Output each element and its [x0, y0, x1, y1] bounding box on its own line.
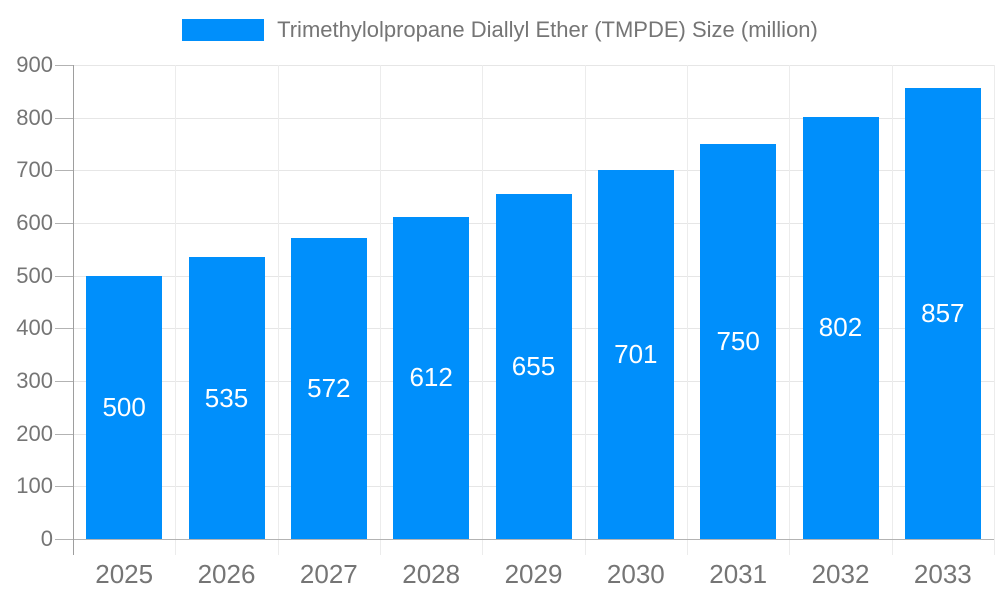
y-axis-tick [55, 328, 73, 330]
bar-value-label: 802 [818, 312, 863, 343]
y-gridline [73, 170, 994, 172]
x-axis-labels: 2025 2026 2027 2028 2029 2030 2031 2032 2033 [73, 539, 994, 589]
legend-label: Trimethylolpropane Diallyl Ether (TMPDE)… [277, 17, 818, 42]
y-axis-labels: 0 100 200 300 400 500 600 700 800 900 [0, 53, 53, 551]
x-axis-label: 2033 [913, 559, 972, 589]
y-axis-label: 400 [16, 315, 53, 341]
y-axis-label: 600 [16, 210, 53, 235]
x-axis-label: 2030 [606, 559, 665, 589]
y-axis-tick [55, 275, 73, 277]
x-gridline [482, 65, 484, 539]
x-axis-tick [175, 539, 177, 555]
legend-swatch [182, 19, 265, 41]
bar[interactable]: 857 [904, 87, 981, 539]
y-axis-tick [55, 486, 73, 488]
bar-value-label: 500 [102, 391, 146, 422]
bar[interactable]: 701 [597, 169, 674, 539]
y-axis-tick [55, 223, 73, 224]
y-axis-line [73, 65, 74, 555]
y-axis-tick [55, 65, 73, 66]
bar[interactable]: 655 [495, 194, 572, 539]
chart-legend[interactable]: Trimethylolpropane Diallyl Ether (TMPDE)… [0, 17, 1000, 43]
x-gridline [687, 65, 688, 539]
plot-area: 500 535 572 612 655 701 750 802 857 [55, 65, 995, 555]
x-axis-label: 2032 [811, 559, 870, 589]
y-axis-label: 900 [16, 52, 53, 77]
x-axis-label: 2026 [197, 559, 256, 589]
x-gridline [789, 65, 791, 539]
x-axis-label: 2027 [299, 559, 358, 589]
bar-value-label: 701 [614, 338, 658, 369]
bar[interactable]: 572 [290, 237, 367, 539]
y-axis-tick [55, 170, 73, 172]
x-axis-tick [687, 539, 688, 555]
x-axis-tick [994, 539, 995, 555]
y-axis-label: 0 [40, 526, 53, 551]
x-gridline [380, 65, 381, 539]
x-axis-tick [277, 539, 279, 555]
y-axis-label: 100 [16, 473, 53, 499]
x-axis-tick [789, 539, 791, 555]
y-axis-label: 300 [16, 368, 53, 393]
bar-value-label: 535 [204, 382, 249, 413]
x-axis-label: 2028 [402, 559, 461, 589]
x-axis-tick [891, 539, 893, 555]
bar-value-label: 572 [307, 372, 351, 403]
y-axis-label: 700 [16, 157, 53, 183]
y-axis-tick [55, 433, 73, 435]
bar[interactable]: 750 [700, 144, 777, 539]
bars-layer: 500 535 572 612 655 701 750 802 857 [73, 65, 994, 539]
x-gridline [277, 65, 279, 539]
y-axis-tick [55, 381, 73, 382]
x-axis-label: 2025 [95, 559, 154, 589]
y-axis-label: 200 [16, 420, 53, 446]
bar[interactable]: 500 [86, 275, 163, 539]
x-gridline [994, 65, 995, 539]
x-axis-tick [380, 539, 381, 555]
x-gridline [584, 65, 586, 539]
bar-value-label: 750 [716, 326, 760, 356]
x-axis-label: 2029 [504, 559, 563, 589]
x-gridline [175, 65, 177, 539]
y-gridline [73, 117, 994, 119]
bar[interactable]: 535 [188, 257, 265, 539]
x-axis-tick [482, 539, 484, 555]
bar-value-label: 655 [511, 351, 556, 382]
bar[interactable]: 612 [393, 216, 470, 539]
x-axis-line [55, 539, 994, 540]
bar-value-label: 857 [921, 297, 965, 328]
x-gridline [891, 65, 893, 539]
y-axis-label: 800 [16, 104, 53, 130]
y-axis-label: 500 [16, 262, 53, 288]
x-axis-tick [584, 539, 586, 555]
y-gridline [73, 65, 994, 66]
bar[interactable]: 802 [802, 116, 879, 539]
x-axis-label: 2031 [709, 559, 768, 589]
y-axis-tick [55, 117, 73, 119]
bar-value-label: 612 [409, 362, 453, 393]
